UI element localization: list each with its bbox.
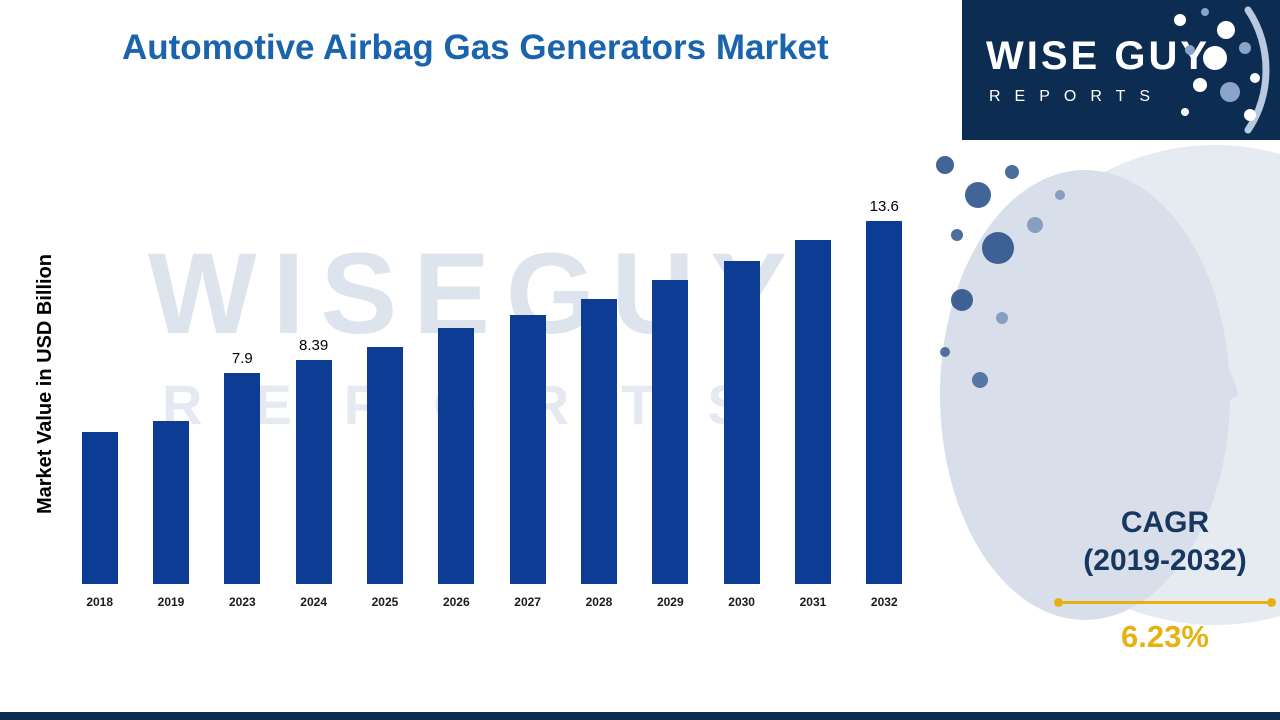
line-end-dot-right xyxy=(1267,598,1276,607)
bar-column: 2030 xyxy=(706,160,777,610)
bar-column: 2026 xyxy=(421,160,492,610)
x-tick-label: 2023 xyxy=(228,595,256,609)
wiseguy-logo: WISE GUY REPORTS xyxy=(962,0,1280,140)
bar xyxy=(81,432,118,584)
page-title: Automotive Airbag Gas Generators Market xyxy=(122,28,829,67)
bar-column: 2028 xyxy=(563,160,634,610)
x-tick-label: 2024 xyxy=(300,595,327,609)
cagr-block: CAGR (2019-2032) 6.23% xyxy=(1054,506,1276,655)
line-rule xyxy=(1063,601,1267,604)
bar-column: 2019 xyxy=(135,160,206,610)
bar-value-label: 13.6 xyxy=(869,198,899,215)
bar-column: 2018 xyxy=(64,160,135,610)
x-tick-label: 2018 xyxy=(86,595,114,609)
bar xyxy=(652,280,689,584)
logo-subtitle-text: REPORTS xyxy=(989,88,1165,105)
x-tick-label: 2025 xyxy=(371,595,399,609)
bar-column: 7.9 2023 xyxy=(207,160,278,610)
bar-column: 13.6 2032 xyxy=(849,160,920,610)
logo-name-text: WISE GUY xyxy=(986,34,1211,78)
cagr-range: (2019-2032) xyxy=(1083,544,1247,577)
bar xyxy=(580,299,617,584)
bottom-accent-bar xyxy=(0,712,1280,720)
cagr-title: CAGR xyxy=(1120,506,1210,539)
x-tick-label: 2029 xyxy=(656,595,684,609)
line-end-dot-left xyxy=(1054,598,1063,607)
bar xyxy=(295,360,332,584)
bar xyxy=(152,421,189,584)
bar-column: 2029 xyxy=(635,160,706,610)
bar xyxy=(794,240,831,584)
bar xyxy=(723,261,760,584)
x-tick-label: 2027 xyxy=(514,595,541,609)
bar xyxy=(438,328,475,584)
x-tick-label: 2032 xyxy=(870,595,898,609)
bar xyxy=(224,373,261,584)
bar-column: 8.39 2024 xyxy=(278,160,349,610)
x-tick-label: 2028 xyxy=(585,595,613,609)
bar-column: 2025 xyxy=(349,160,420,610)
bar xyxy=(509,315,546,584)
bar-value-label: 7.9 xyxy=(231,350,253,367)
x-tick-label: 2030 xyxy=(728,595,755,609)
x-tick-label: 2026 xyxy=(442,595,470,609)
head-profile-graphic xyxy=(936,156,1238,620)
x-tick-label: 2031 xyxy=(799,595,827,609)
bar xyxy=(366,347,403,584)
x-tick-label: 2019 xyxy=(157,595,185,609)
bar-chart: 2018 2019 7.9 2023 8.39 2024 2025 2026 2027 2028 2… xyxy=(64,160,920,610)
logo-face-dots-icon xyxy=(1174,6,1270,134)
bar-column: 2031 xyxy=(777,160,848,610)
bar xyxy=(866,221,903,584)
y-axis-label: Market Value in USD Billion xyxy=(34,253,56,515)
cagr-underline xyxy=(1054,598,1276,607)
cagr-value: 6.23% xyxy=(1121,619,1209,654)
plot-area: 2018 2019 7.9 2023 8.39 2024 2025 2026 2027 2028 2… xyxy=(64,160,920,610)
bar-column: 2027 xyxy=(492,160,563,610)
bar-value-label: 8.39 xyxy=(299,337,329,354)
